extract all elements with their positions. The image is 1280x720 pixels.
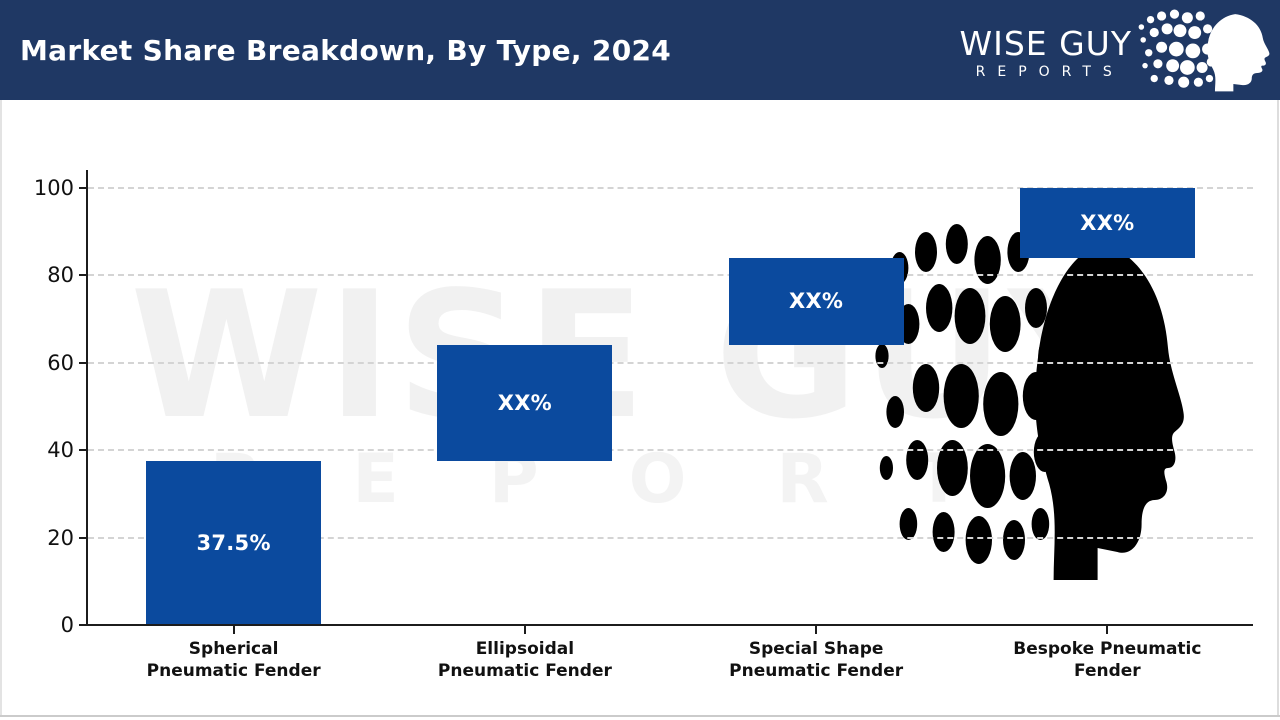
category-label: Bespoke Pneumatic Fender [1013, 639, 1202, 682]
gridline [88, 449, 1253, 451]
bar-value-label: XX% [788, 289, 844, 314]
header: Market Share Breakdown, By Type, 2024 WI… [0, 0, 1280, 100]
category-label: Ellipsoidal Pneumatic Fender [437, 639, 612, 682]
y-axis-tick [79, 449, 87, 451]
y-axis-line [86, 170, 88, 626]
x-axis-tick [232, 626, 235, 634]
page-border-right [1277, 100, 1279, 716]
x-axis-tick [1106, 626, 1109, 634]
category-label: Special Shape Pneumatic Fender [729, 639, 904, 682]
page-title: Market Share Breakdown, By Type, 2024 [20, 33, 672, 67]
y-tick-label: 20 [47, 525, 74, 550]
logo-wordmark-sub: REPORTS [975, 64, 1124, 80]
watermark-text-sub: REPORTS [210, 440, 1191, 519]
y-tick-label: 40 [47, 438, 74, 462]
y-axis-tick [79, 361, 87, 364]
logo-wordmark: WISE GUY REPORTS [959, 24, 1132, 80]
page-border-left [0, 100, 2, 716]
y-tick-label: 100 [33, 175, 74, 200]
x-axis-line [86, 624, 1253, 626]
y-axis-tick [79, 186, 87, 189]
bar-segment: XX% [1019, 187, 1195, 258]
y-axis-tick [79, 624, 87, 626]
watermark-text-main: WISE GUY [130, 255, 1140, 458]
bar-value-label: XX% [1080, 210, 1135, 235]
category-label: Spherical Pneumatic Fender [146, 639, 321, 682]
y-tick-label: 0 [60, 613, 74, 637]
y-tick-label: 80 [47, 263, 74, 287]
gridline [88, 274, 1253, 276]
bar-segment: XX% [728, 257, 904, 345]
y-tick-label: 60 [47, 350, 74, 375]
gridline [88, 536, 1253, 539]
bar-value-label: 37.5% [196, 530, 271, 555]
wise-guy-face-icon [1138, 9, 1270, 92]
page-border-bottom [0, 715, 1280, 717]
bar-segment: 37.5% [146, 460, 322, 625]
bar-segment: XX% [437, 345, 613, 461]
x-axis-tick [523, 626, 526, 634]
y-axis-tick [79, 274, 87, 276]
x-axis-tick [815, 626, 818, 634]
wise-guy-logo: WISE GUY REPORTS [959, 8, 1272, 92]
gridline [88, 186, 1253, 189]
gridline [88, 361, 1253, 364]
y-axis-tick [79, 536, 87, 539]
bar-value-label: XX% [497, 390, 553, 415]
logo-wordmark-main: WISE GUY [959, 24, 1132, 63]
